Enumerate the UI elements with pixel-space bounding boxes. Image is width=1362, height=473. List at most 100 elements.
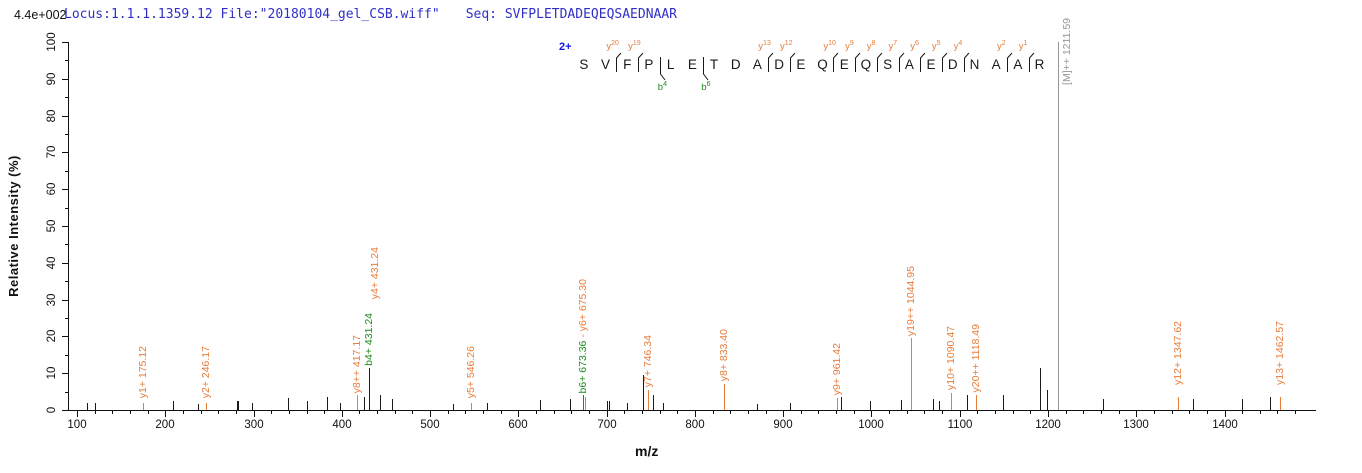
y-ion-cleavage-mark <box>1007 52 1013 72</box>
y-tick <box>62 116 68 117</box>
y-tick-label: 50 <box>46 219 58 233</box>
y-tick <box>62 226 68 227</box>
y-tick-label: 10 <box>46 366 58 380</box>
peak-label: y19++ 1044.95 <box>905 266 917 336</box>
y-ion-label: y19 <box>628 40 641 53</box>
y-tick <box>62 410 68 411</box>
y-ion-label: y6 <box>910 40 919 53</box>
peak <box>1040 368 1041 410</box>
x-tick <box>624 411 625 414</box>
peak <box>1047 390 1048 410</box>
peak-label-part: y1+ 175.12 <box>137 346 149 399</box>
peak <box>340 403 341 410</box>
peak <box>357 395 358 410</box>
y-tick-label: 0 <box>46 406 58 414</box>
residue-cell: V <box>595 40 617 96</box>
y-tick <box>62 152 68 153</box>
peak <box>585 397 586 410</box>
peak <box>471 403 472 410</box>
peak-label-part: b6+ 673.36 <box>577 340 589 394</box>
peak <box>206 403 207 410</box>
precursor-charge-label: 2+ <box>559 41 572 53</box>
y-tick-label: 40 <box>46 256 58 270</box>
x-tick <box>501 411 502 414</box>
peak <box>237 401 239 410</box>
residue-letter: L <box>666 57 675 72</box>
peak <box>307 401 308 410</box>
y-tick <box>65 355 68 356</box>
x-tick <box>307 411 308 414</box>
residue-letter: Q <box>817 57 828 72</box>
peak-label-part: y4+ 431.24 <box>369 247 381 300</box>
peak <box>870 401 871 410</box>
y-tick <box>65 392 68 393</box>
residue-letter: T <box>709 57 719 72</box>
residue-letter: A <box>1013 57 1023 72</box>
y-tick <box>65 281 68 282</box>
x-tick <box>536 411 537 414</box>
y-ion-cleavage-mark <box>638 52 644 72</box>
residue-cell: E <box>682 40 704 96</box>
residue-letter: Q <box>860 57 872 72</box>
y-tick-label: 70 <box>46 145 58 159</box>
peak <box>653 395 654 410</box>
y-tick <box>62 79 68 80</box>
peak-label: y5+ 546.26 <box>465 346 477 398</box>
x-tick <box>271 411 272 414</box>
peak <box>841 397 842 410</box>
x-tick-label: 300 <box>244 419 264 431</box>
x-tick-label: 400 <box>332 419 352 431</box>
y-ion-label: y13 <box>758 40 771 53</box>
residue-letter: S <box>579 57 589 72</box>
x-tick-label: 200 <box>155 419 175 431</box>
peak <box>939 401 940 410</box>
x-tick <box>359 411 360 414</box>
y-ion-label: y7 <box>888 40 898 53</box>
peak <box>976 395 977 410</box>
peak <box>369 368 370 410</box>
peak <box>663 403 664 410</box>
peak-label-part: y6+ 675.30 <box>577 278 589 332</box>
x-tick <box>571 411 572 414</box>
x-tick <box>889 411 890 414</box>
residue-letter: P <box>644 57 654 72</box>
x-tick <box>342 411 343 417</box>
x-tick <box>483 411 484 414</box>
y-ion-label: y20 <box>606 40 619 53</box>
x-tick <box>1101 411 1102 414</box>
peak-label: y10+ 1090.47 <box>945 326 957 390</box>
peak <box>392 399 393 410</box>
residue-letter: E <box>796 57 806 72</box>
y-tick-label: 30 <box>46 293 58 306</box>
x-tick <box>1189 411 1190 414</box>
x-tick <box>1030 411 1031 414</box>
residue-letter: F <box>623 57 632 72</box>
y-ion-cleavage-mark <box>790 52 796 72</box>
b-ion-cleavage-mark <box>703 57 709 81</box>
residue-cell: D <box>725 40 747 96</box>
peak-label-part: y7+ 746.34 <box>642 334 654 387</box>
residue-letter: A <box>991 57 1001 72</box>
peak <box>288 398 289 410</box>
peak <box>790 403 791 410</box>
y-axis-title: Relative Intensity (%) <box>6 155 21 297</box>
y-tick <box>65 171 68 172</box>
residue-letter: D <box>947 57 958 72</box>
peak <box>757 404 758 410</box>
residue-letter: S <box>883 57 893 72</box>
y-tick <box>65 97 68 98</box>
x-tick <box>201 411 202 414</box>
y-ion-cleavage-mark <box>616 52 622 72</box>
peak <box>252 403 253 410</box>
x-axis-title: m/z <box>635 443 659 459</box>
x-tick-label: 600 <box>508 419 528 431</box>
y-tick <box>62 373 68 374</box>
x-tick <box>1013 411 1014 414</box>
